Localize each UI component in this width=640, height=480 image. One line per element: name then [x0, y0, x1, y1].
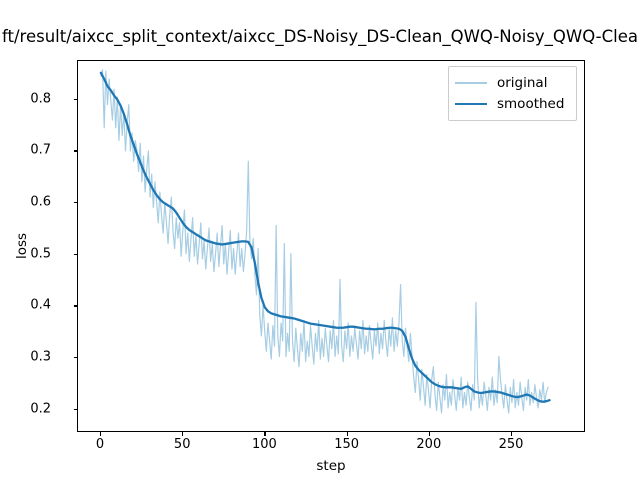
legend-swatch-smoothed-icon — [455, 102, 487, 105]
y-tick-label: 0.4 — [30, 297, 51, 313]
y-tick-label: 0.7 — [30, 142, 51, 158]
data-lines — [99, 69, 551, 414]
x-tick-mark — [511, 432, 513, 436]
chart-title-text: ft/result/aixcc_split_context/aixcc_DS-N… — [2, 27, 638, 46]
legend-label-smoothed: smoothed — [497, 95, 565, 112]
x-tick-mark — [428, 432, 430, 436]
legend-item-smoothed: smoothed — [455, 93, 570, 114]
x-tick-mark — [346, 432, 348, 436]
y-tick-mark — [73, 98, 77, 100]
series-line-original — [100, 69, 549, 414]
x-tick-label: 150 — [334, 437, 360, 452]
y-tick-mark — [73, 150, 77, 152]
x-axis-label: step — [316, 458, 346, 474]
x-tick-label: 0 — [95, 437, 105, 452]
y-tick-label: 0.8 — [30, 91, 51, 107]
legend-item-original: original — [455, 72, 570, 93]
y-tick-label: 0.2 — [30, 401, 51, 417]
x-tick-label: 200 — [416, 437, 442, 452]
chart-legend: original smoothed — [448, 66, 577, 121]
legend-swatch-original-icon — [455, 81, 487, 84]
x-tick-label: 250 — [498, 437, 524, 452]
y-tick-label: 0.3 — [30, 349, 51, 365]
x-tick-mark — [100, 432, 102, 436]
y-tick-mark — [73, 357, 77, 359]
y-axis-label: loss — [14, 232, 30, 260]
y-tick-label: 0.6 — [30, 194, 51, 210]
plot-area — [77, 60, 585, 432]
y-tick-mark — [73, 305, 77, 307]
x-tick-mark — [182, 432, 184, 436]
x-tick-mark — [264, 432, 266, 436]
chart-title: ft/result/aixcc_split_context/aixcc_DS-N… — [0, 27, 640, 47]
x-tick-label: 100 — [251, 437, 277, 452]
y-tick-mark — [73, 202, 77, 204]
legend-label-original: original — [497, 74, 548, 91]
y-tick-mark — [73, 253, 77, 255]
series-line-smoothed — [99, 71, 551, 403]
y-tick-mark — [73, 408, 77, 410]
y-tick-label: 0.5 — [30, 246, 51, 262]
x-tick-label: 50 — [173, 437, 191, 452]
